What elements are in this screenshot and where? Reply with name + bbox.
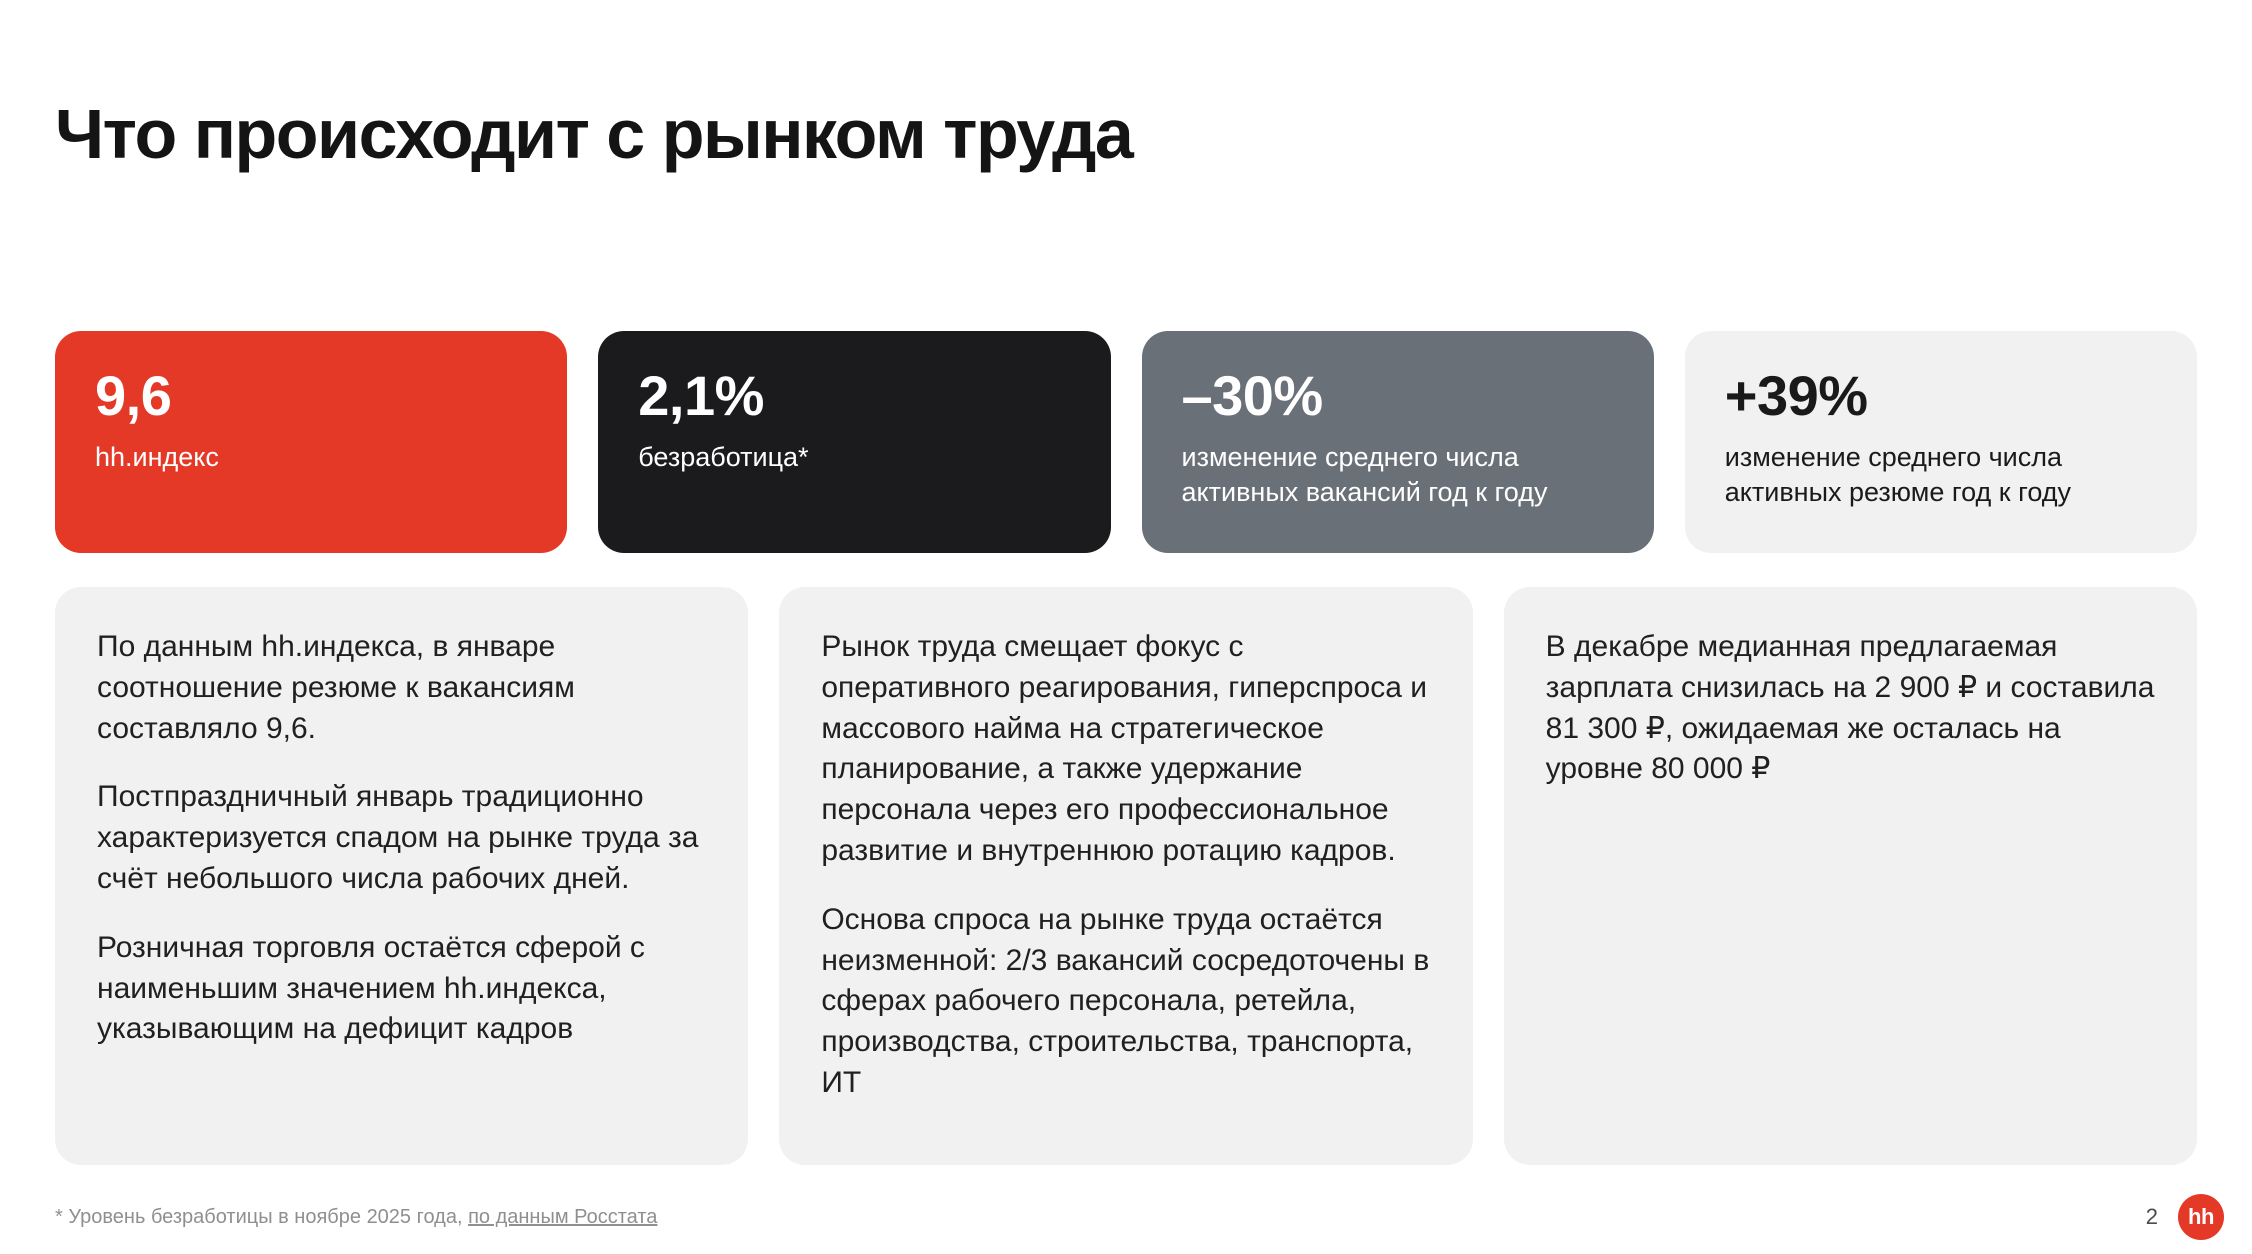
text-paragraph: Основа спроса на рынке труда остаётся не… xyxy=(821,902,1430,1099)
text-paragraph: Рынок труда смещает фокус с оперативного… xyxy=(821,630,1427,867)
text-card-hh-index-commentary: По данным hh.индекса, в январе соотношен… xyxy=(55,587,749,1165)
stat-label: изменение среднего числа активных резюме… xyxy=(1724,441,2072,507)
text-cards-row: По данным hh.индекса, в январе соотношен… xyxy=(55,587,2197,1165)
text-paragraph: В декабре медианная предлагаемая зарплат… xyxy=(1545,630,2155,786)
text-card-market-focus: Рынок труда смещает фокус с оперативного… xyxy=(779,587,1473,1165)
stat-card-unemployment: 2,1% безработица* xyxy=(598,331,1111,553)
stat-card-resumes-change: +39% изменение среднего числа активных р… xyxy=(1684,331,2197,553)
stat-cards-row: 9,6 hh.индекс 2,1% безработица* –30% изм… xyxy=(55,331,2197,553)
stat-value: 9,6 xyxy=(95,364,172,427)
footnote-text: * Уровень безработицы в ноябре 2025 года… xyxy=(55,1205,469,1228)
stat-label: изменение среднего числа активных ваканс… xyxy=(1181,441,1548,507)
text-card-salary: В декабре медианная предлагаемая зарплат… xyxy=(1503,587,2197,1165)
page-number: 2 xyxy=(2145,1204,2158,1229)
stat-card-hh-index: 9,6 hh.индекс xyxy=(55,331,568,553)
hh-logo-icon: hh xyxy=(2178,1194,2224,1240)
stat-value: +39% xyxy=(1724,364,1868,427)
stat-label: безработица* xyxy=(638,441,809,472)
page-title: Что происходит с рынком труда xyxy=(55,95,1134,173)
footer: * Уровень безработицы в ноябре 2025 года… xyxy=(55,1194,2224,1240)
footer-right: 2 hh xyxy=(2146,1194,2224,1240)
text-paragraph: Розничная торговля остаётся сферой с наи… xyxy=(97,930,645,1046)
footnote: * Уровень безработицы в ноябре 2025 года… xyxy=(55,1206,657,1229)
rosstat-link[interactable]: по данным Росстата xyxy=(468,1205,658,1228)
hh-logo-text: hh xyxy=(2188,1204,2214,1229)
stat-card-vacancies-change: –30% изменение среднего числа активных в… xyxy=(1141,331,1654,553)
stat-value: 2,1% xyxy=(638,364,764,427)
stat-label: hh.индекс xyxy=(95,441,219,472)
text-paragraph: Постпраздничный январь традиционно харак… xyxy=(97,780,699,895)
stat-value: –30% xyxy=(1181,364,1324,427)
text-paragraph: По данным hh.индекса, в январе соотношен… xyxy=(97,630,575,745)
